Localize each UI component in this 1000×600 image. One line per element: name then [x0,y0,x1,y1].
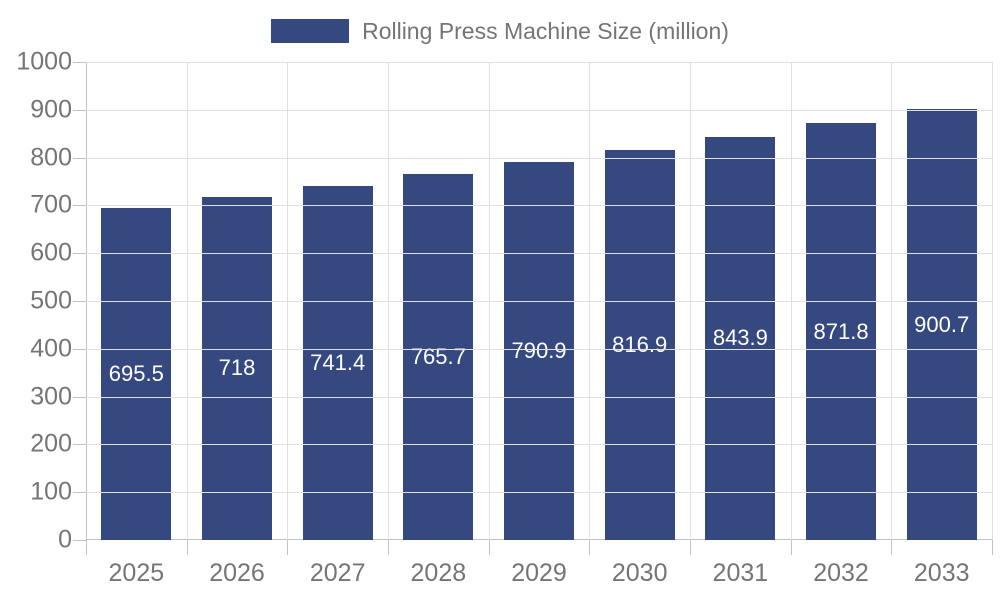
v-gridline [287,62,289,540]
y-axis-tick-label: 800 [30,143,72,172]
bar-slot: 695.5 [86,62,187,540]
y-tick-mark [73,157,86,159]
bar[interactable]: 871.8 [806,123,877,540]
y-axis-tick-label: 600 [30,238,72,267]
x-tick-mark [186,540,188,555]
v-gridline [790,62,792,540]
y-axis-labels: 0 100 200 300 400 500 600 700 800 900 1000 [0,48,72,554]
bar-slot: 741.4 [287,62,388,540]
x-tick-mark [86,540,87,555]
legend[interactable]: Rolling Press Machine Size (million) [0,17,1000,45]
x-axis-tick-label: 2028 [410,559,467,587]
x-tick-mark [891,540,893,555]
h-gridline [86,301,992,302]
bar[interactable]: 900.7 [906,109,977,540]
x-axis-tick-label: 2025 [108,559,165,587]
bar-slot: 843.9 [690,62,791,540]
x-tick-mark [790,540,792,555]
x-axis-tick-label: 2029 [511,559,567,587]
bar-slot: 765.7 [388,62,489,540]
y-axis-tick-label: 100 [30,477,72,506]
y-axis-tick-label: 700 [30,190,72,219]
bar-value-label: 695.5 [108,360,164,386]
y-tick-mark [73,205,86,207]
h-gridline [86,253,992,255]
v-gridline [387,62,389,540]
h-gridline [86,109,992,111]
h-gridline [86,205,992,207]
y-tick-mark [73,109,86,111]
v-gridline [891,62,893,540]
bar-value-label: 843.9 [712,325,768,351]
bars-container: 695.5 718 741.4 765.7 790.9 816.9 843.9 871.8 90… [86,62,992,540]
bar-value-label: 816.9 [612,331,668,357]
v-gridline [186,62,188,540]
h-gridline [86,396,992,398]
v-gridline [589,62,591,540]
bar[interactable]: 695.5 [101,207,172,540]
bar-value-label: 765.7 [410,344,466,369]
bar-slot: 790.9 [489,62,590,540]
y-axis-tick-label: 200 [30,429,72,458]
y-tick-mark [73,540,86,541]
bar-value-label: 871.8 [813,318,869,344]
x-axis-tick-label: 2031 [712,559,769,587]
h-gridline [86,62,992,63]
y-tick-mark [73,492,86,494]
bar[interactable]: 765.7 [403,174,474,540]
x-axis-tick-label: 2032 [813,559,869,587]
bar[interactable]: 741.4 [302,185,373,540]
x-axis-tick-label: 2027 [309,559,366,587]
bar[interactable]: 718 [202,196,272,540]
bar[interactable]: 816.9 [604,149,675,540]
h-gridline [86,492,992,494]
y-axis-tick-label: 300 [30,382,72,411]
plot-area: 695.5 718 741.4 765.7 790.9 816.9 843.9 871.8 90… [73,62,993,555]
h-gridline [86,348,992,350]
bar-value-label: 718 [218,355,256,381]
h-gridline [86,157,992,159]
y-axis-tick-label: 500 [30,286,72,315]
x-tick-mark [488,540,490,555]
y-axis-line [86,62,87,555]
x-tick-mark [387,540,389,555]
x-axis-tick-label: 2033 [913,559,970,587]
v-gridline [488,62,490,540]
y-tick-mark [73,253,86,255]
h-gridline [86,444,992,446]
legend-label: Rolling Press Machine Size (million) [362,17,729,44]
v-gridline [689,62,691,540]
bar-value-label: 741.4 [310,349,366,375]
bar-slot: 900.7 [891,62,992,540]
bar-slot: 871.8 [791,62,892,540]
bar[interactable]: 790.9 [504,161,575,540]
bar-slot: 816.9 [589,62,690,540]
bar-value-label: 900.7 [914,311,970,337]
bar-value-label: 790.9 [511,337,567,363]
x-axis-tick-label: 2026 [209,559,265,587]
y-tick-mark [73,444,86,446]
bar[interactable]: 843.9 [705,136,776,540]
y-tick-mark [73,348,86,350]
x-tick-mark [689,540,691,555]
legend-swatch-icon [271,19,350,43]
x-axis-labels: 2025 2026 2027 2028 2029 2030 2031 2032 2033 [86,556,992,590]
v-gridline [992,62,993,540]
y-axis-tick-label: 0 [58,525,72,554]
y-tick-mark [73,396,86,398]
y-tick-mark [73,62,86,63]
x-tick-mark [992,540,993,555]
y-axis-tick-label: 400 [30,334,72,363]
y-axis-tick-label: 900 [30,95,72,124]
y-axis-tick-label: 1000 [16,47,72,76]
x-tick-mark [589,540,591,555]
x-tick-mark [287,540,289,555]
y-tick-mark [73,301,86,302]
x-axis-tick-label: 2030 [611,559,668,587]
